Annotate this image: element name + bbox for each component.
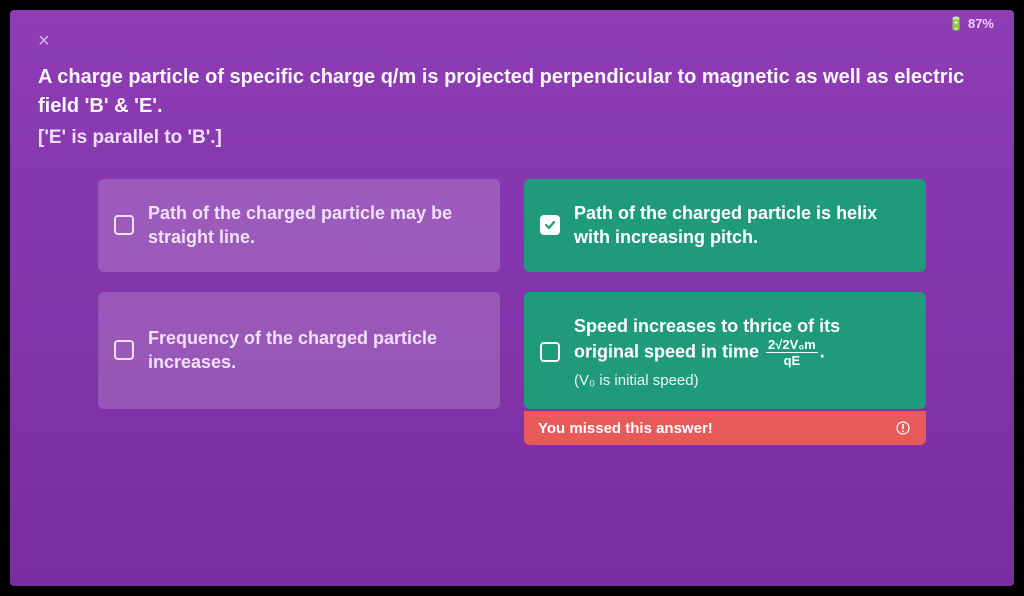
close-icon[interactable]: × bbox=[38, 30, 50, 53]
status-bar: 🔋 87% bbox=[948, 16, 994, 32]
fraction: 2√2V₀mqE bbox=[766, 338, 818, 367]
missed-text: You missed this answer! bbox=[538, 420, 713, 437]
option-a[interactable]: Path of the charged particle may be stra… bbox=[98, 179, 500, 272]
option-d[interactable]: Speed increases to thrice of its origina… bbox=[524, 292, 926, 410]
option-d-line2-suffix: . bbox=[820, 341, 825, 361]
fraction-denominator: qE bbox=[766, 353, 818, 367]
battery-icon: 🔋 bbox=[948, 16, 964, 31]
battery-percent: 87% bbox=[968, 16, 994, 31]
checkbox-icon bbox=[540, 342, 560, 362]
question-text: A charge particle of specific charge q/m… bbox=[38, 63, 986, 121]
option-d-line2-prefix: original speed in time bbox=[574, 341, 764, 361]
option-b-text: Path of the charged particle is helix wi… bbox=[574, 201, 906, 250]
checkbox-icon bbox=[114, 215, 134, 235]
fraction-numerator: 2√2V₀m bbox=[766, 338, 818, 353]
checkbox-checked-icon bbox=[540, 215, 560, 235]
options-grid: Path of the charged particle may be stra… bbox=[38, 179, 986, 409]
quiz-screen: 🔋 87% × A charge particle of specific ch… bbox=[10, 10, 1014, 586]
option-c-text: Frequency of the charged particle increa… bbox=[148, 326, 480, 375]
question-note: ['E' is parallel to 'B'.] bbox=[38, 127, 986, 149]
option-d-text: Speed increases to thrice of its origina… bbox=[574, 314, 840, 392]
option-c[interactable]: Frequency of the charged particle increa… bbox=[98, 292, 500, 410]
option-d-line1: Speed increases to thrice of its bbox=[574, 316, 840, 336]
checkbox-icon bbox=[114, 340, 134, 360]
option-a-text: Path of the charged particle may be stra… bbox=[148, 201, 480, 250]
option-d-sub: (V₀ is initial speed) bbox=[574, 372, 699, 389]
missed-answer-banner: You missed this answer! bbox=[524, 411, 926, 445]
exclamation-icon bbox=[894, 419, 912, 437]
option-b[interactable]: Path of the charged particle is helix wi… bbox=[524, 179, 926, 272]
